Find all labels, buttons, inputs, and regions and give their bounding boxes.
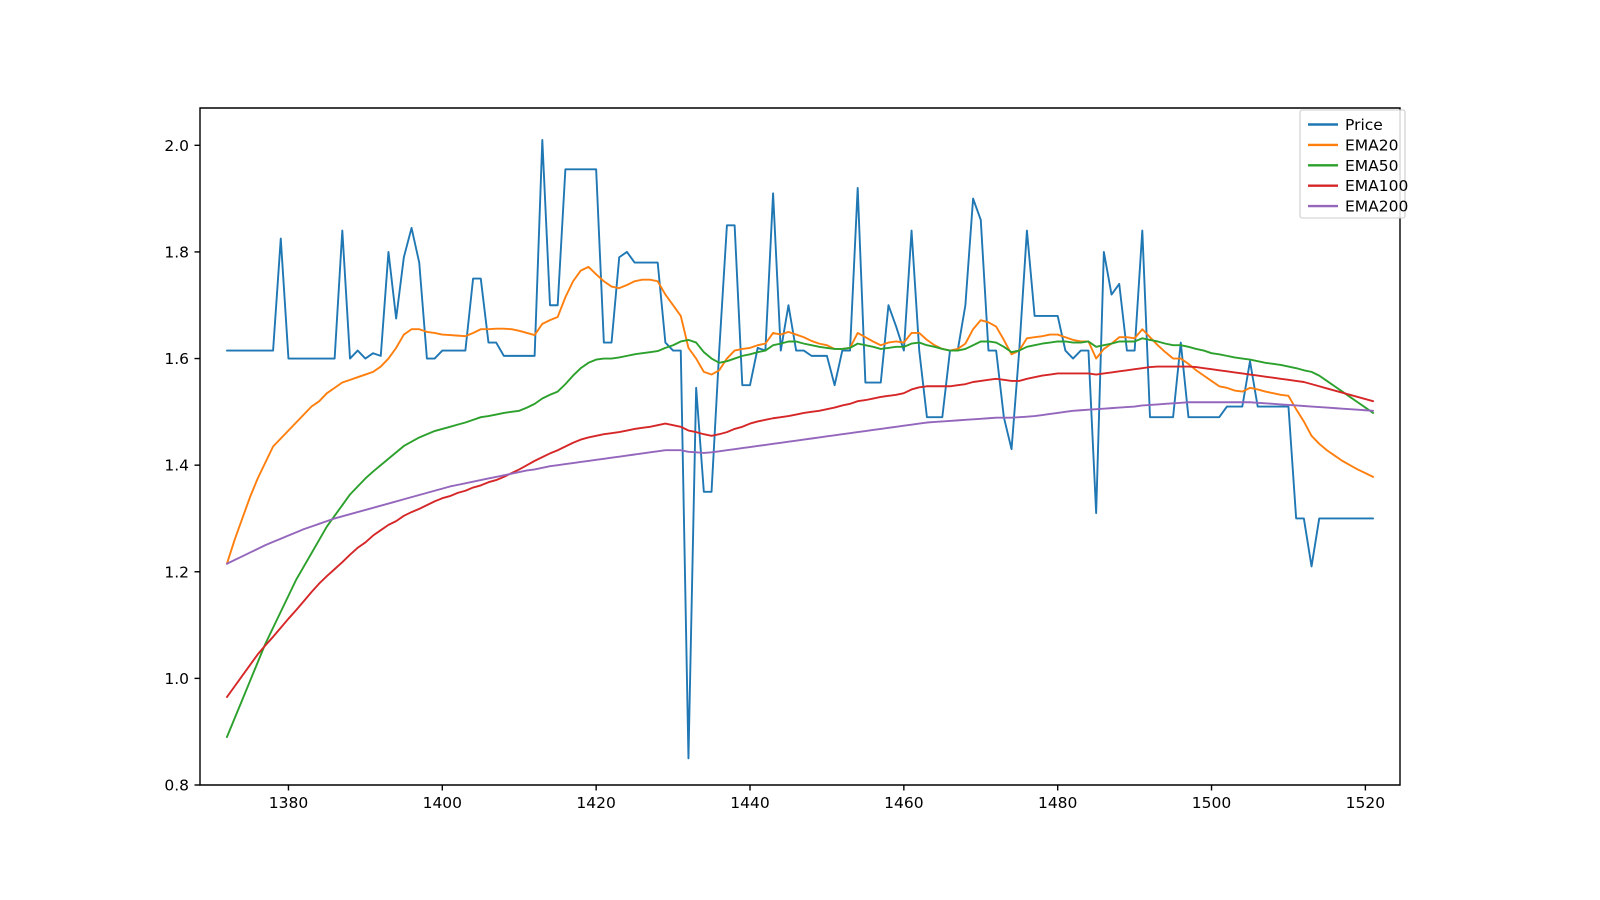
- legend-label-ema20[interactable]: EMA20: [1345, 136, 1399, 154]
- x-tick-label: 1500: [1192, 794, 1231, 812]
- x-tick-label: 1380: [269, 794, 308, 812]
- x-tick-label: 1520: [1346, 794, 1385, 812]
- y-tick-label: 0.8: [164, 777, 189, 795]
- series-line-ema100: [225, 365, 1375, 698]
- x-tick-label: 1400: [423, 794, 462, 812]
- x-tick-label: 1480: [1038, 794, 1077, 812]
- x-tick-label: 1440: [730, 794, 769, 812]
- series-layer: [225, 139, 1375, 760]
- legend-label-ema100[interactable]: EMA100: [1345, 177, 1408, 195]
- y-tick-label: 1.4: [164, 457, 189, 475]
- series-line-ema20: [225, 265, 1375, 565]
- y-tick-label: 2.0: [164, 137, 189, 155]
- y-tick-label: 1.0: [164, 670, 189, 688]
- series-line-price: [225, 139, 1375, 760]
- y-tick-label: 1.2: [164, 563, 189, 581]
- y-tick-label: 1.6: [164, 350, 189, 368]
- legend-layer[interactable]: Price EMA20 EMA50 EMA100 EMA200: [1299, 109, 1408, 219]
- series-line-ema50: [225, 337, 1375, 738]
- series-line-ema200: [225, 401, 1375, 565]
- legend-label-ema50[interactable]: EMA50: [1345, 157, 1399, 175]
- legend-label-price[interactable]: Price: [1345, 116, 1383, 134]
- legend-label-ema200[interactable]: EMA200: [1345, 198, 1408, 216]
- y-tick-label: 1.8: [164, 243, 189, 261]
- axes-layer: 1380 1400 1420 1440 1460 1480 1500 1520 0.8 1.0 1.…: [164, 107, 1401, 812]
- x-tick-label: 1420: [576, 794, 615, 812]
- axes-frame: [199, 107, 1401, 786]
- x-tick-label: 1460: [884, 794, 923, 812]
- legend-box: [1299, 109, 1406, 219]
